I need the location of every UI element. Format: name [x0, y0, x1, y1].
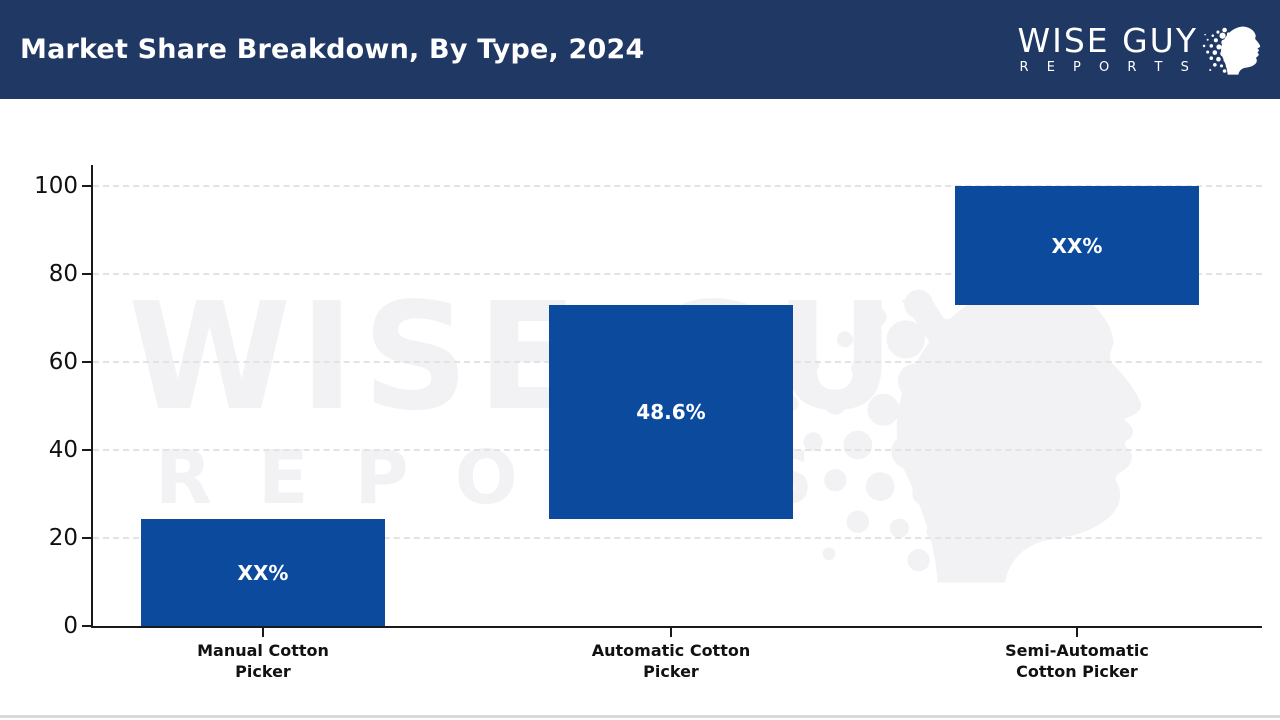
bar-2: XX% [955, 186, 1199, 306]
y-tick-60 [82, 361, 93, 363]
brand-logo-text: WISE GUY R E P O R T S [1017, 20, 1198, 76]
y-tick-label-20: 20 [48, 525, 78, 551]
logo-wordmark: WISE GUY [1017, 20, 1198, 60]
y-tick-20 [82, 537, 93, 539]
bar-value-label-2: XX% [1051, 233, 1103, 258]
x-category-label-2: Semi-Automatic Cotton Picker [1005, 641, 1149, 681]
y-tick-40 [82, 449, 93, 451]
y-tick-0 [82, 625, 93, 627]
page-title: Market Share Breakdown, By Type, 2024 [20, 34, 645, 65]
brand-logo: WISE GUY R E P O R T S [1017, 10, 1268, 90]
chart-area: WISE GUY REPORTS 0 20 40 60 80 100 XX% 48.6% XX%… [0, 99, 1280, 720]
y-tick-80 [82, 273, 93, 275]
x-tick-0 [262, 628, 264, 637]
x-tick-1 [670, 628, 672, 637]
x-category-label-1: Automatic Cotton Picker [591, 641, 751, 681]
y-tick-label-40: 40 [48, 437, 78, 463]
bar-1: 48.6% [549, 305, 793, 520]
gridline-100 [93, 185, 1262, 187]
bottom-border [0, 715, 1280, 718]
y-tick-100 [82, 185, 93, 187]
gridline-20 [93, 537, 1262, 539]
y-tick-label-0: 0 [63, 613, 78, 639]
header: Market Share Breakdown, By Type, 2024 WI… [0, 0, 1280, 99]
y-tick-label-80: 80 [48, 261, 78, 287]
y-tick-label-60: 60 [48, 349, 78, 375]
y-tick-label-100: 100 [34, 173, 78, 199]
gridline-80 [93, 273, 1262, 275]
logo-subtext: R E P O R T S [1019, 60, 1196, 76]
brand-head-icon [1202, 25, 1261, 75]
bar-value-label-0: XX% [237, 560, 289, 585]
x-category-label-0: Manual Cotton Picker [197, 641, 329, 681]
x-axis-line [91, 626, 1262, 628]
y-axis-line [91, 165, 93, 628]
x-tick-2 [1076, 628, 1078, 637]
bar-0: XX% [141, 519, 385, 626]
bar-value-label-1: 48.6% [636, 400, 706, 425]
plot-area: 0 20 40 60 80 100 XX% 48.6% XX% Manual Cotton Pick… [0, 99, 1280, 720]
